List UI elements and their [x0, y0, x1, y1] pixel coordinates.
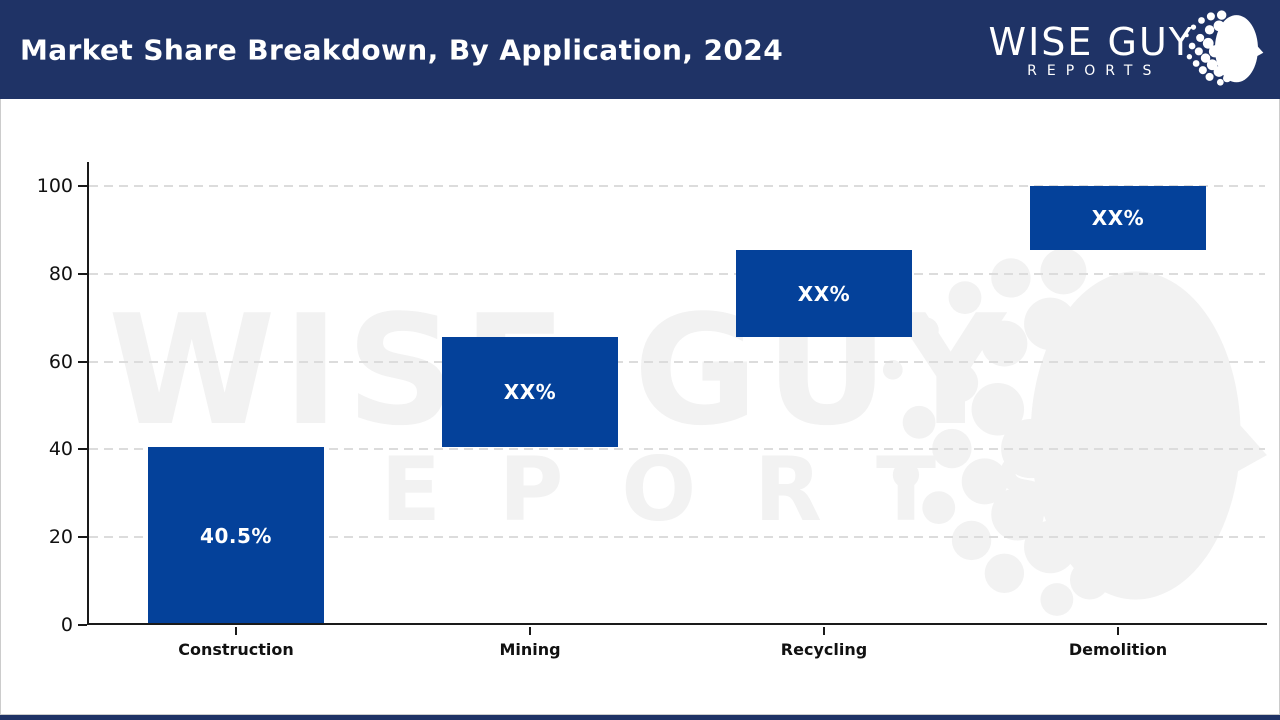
logo-subtitle: REPORTS: [1027, 62, 1162, 79]
waterfall-bar: XX%: [1030, 186, 1206, 250]
x-category-label: Mining: [499, 640, 561, 659]
bar-value-label: XX%: [797, 281, 851, 306]
wiseguy-face-icon: [1184, 10, 1264, 86]
plot-area: 02040608010040.5%ConstructionXX%MiningXX…: [37, 177, 1265, 659]
y-axis-tick: [78, 360, 87, 363]
wiseguy-logo-text: WISE GUY REPORTS: [989, 23, 1194, 78]
watermark-face-icon: [882, 248, 1267, 616]
x-axis-line: [87, 623, 1267, 625]
x-axis-tick: [235, 627, 237, 635]
bar-value-label: XX%: [503, 380, 557, 405]
footer-accent-strip: [0, 715, 1280, 720]
x-category-label: Demolition: [1068, 640, 1168, 659]
waterfall-bar: XX%: [442, 337, 618, 448]
gridline: [89, 185, 1265, 187]
x-axis-tick: [529, 627, 531, 635]
y-axis-tick: [78, 624, 87, 626]
gridline: [89, 536, 1265, 539]
gridline: [89, 360, 1265, 363]
wiseguy-logo: WISE GUY REPORTS: [989, 8, 1266, 92]
gridline: [89, 272, 1265, 275]
watermark-subtitle: REPORTS: [255, 438, 1116, 541]
y-axis-tick: [78, 448, 87, 451]
logo-wordmark: WISE GUY: [988, 19, 1194, 64]
bar-value-label: 40.5%: [200, 524, 272, 549]
x-axis-tick: [1117, 627, 1119, 635]
x-category-label: Construction: [178, 640, 294, 659]
y-axis-tick: [78, 185, 87, 187]
header-bar: Market Share Breakdown, By Application, …: [0, 0, 1280, 99]
bar-value-label: XX%: [1091, 205, 1145, 230]
y-axis-line: [87, 162, 89, 625]
x-category-label: Recycling: [780, 640, 868, 659]
waterfall-bar: 40.5%: [148, 447, 324, 625]
x-axis-tick: [823, 627, 825, 635]
y-axis-tick: [78, 272, 87, 275]
waterfall-bar: XX%: [736, 249, 912, 338]
chart-title: Market Share Breakdown, By Application, …: [20, 33, 784, 66]
gridline: [89, 448, 1265, 451]
y-axis-tick: [78, 536, 87, 539]
